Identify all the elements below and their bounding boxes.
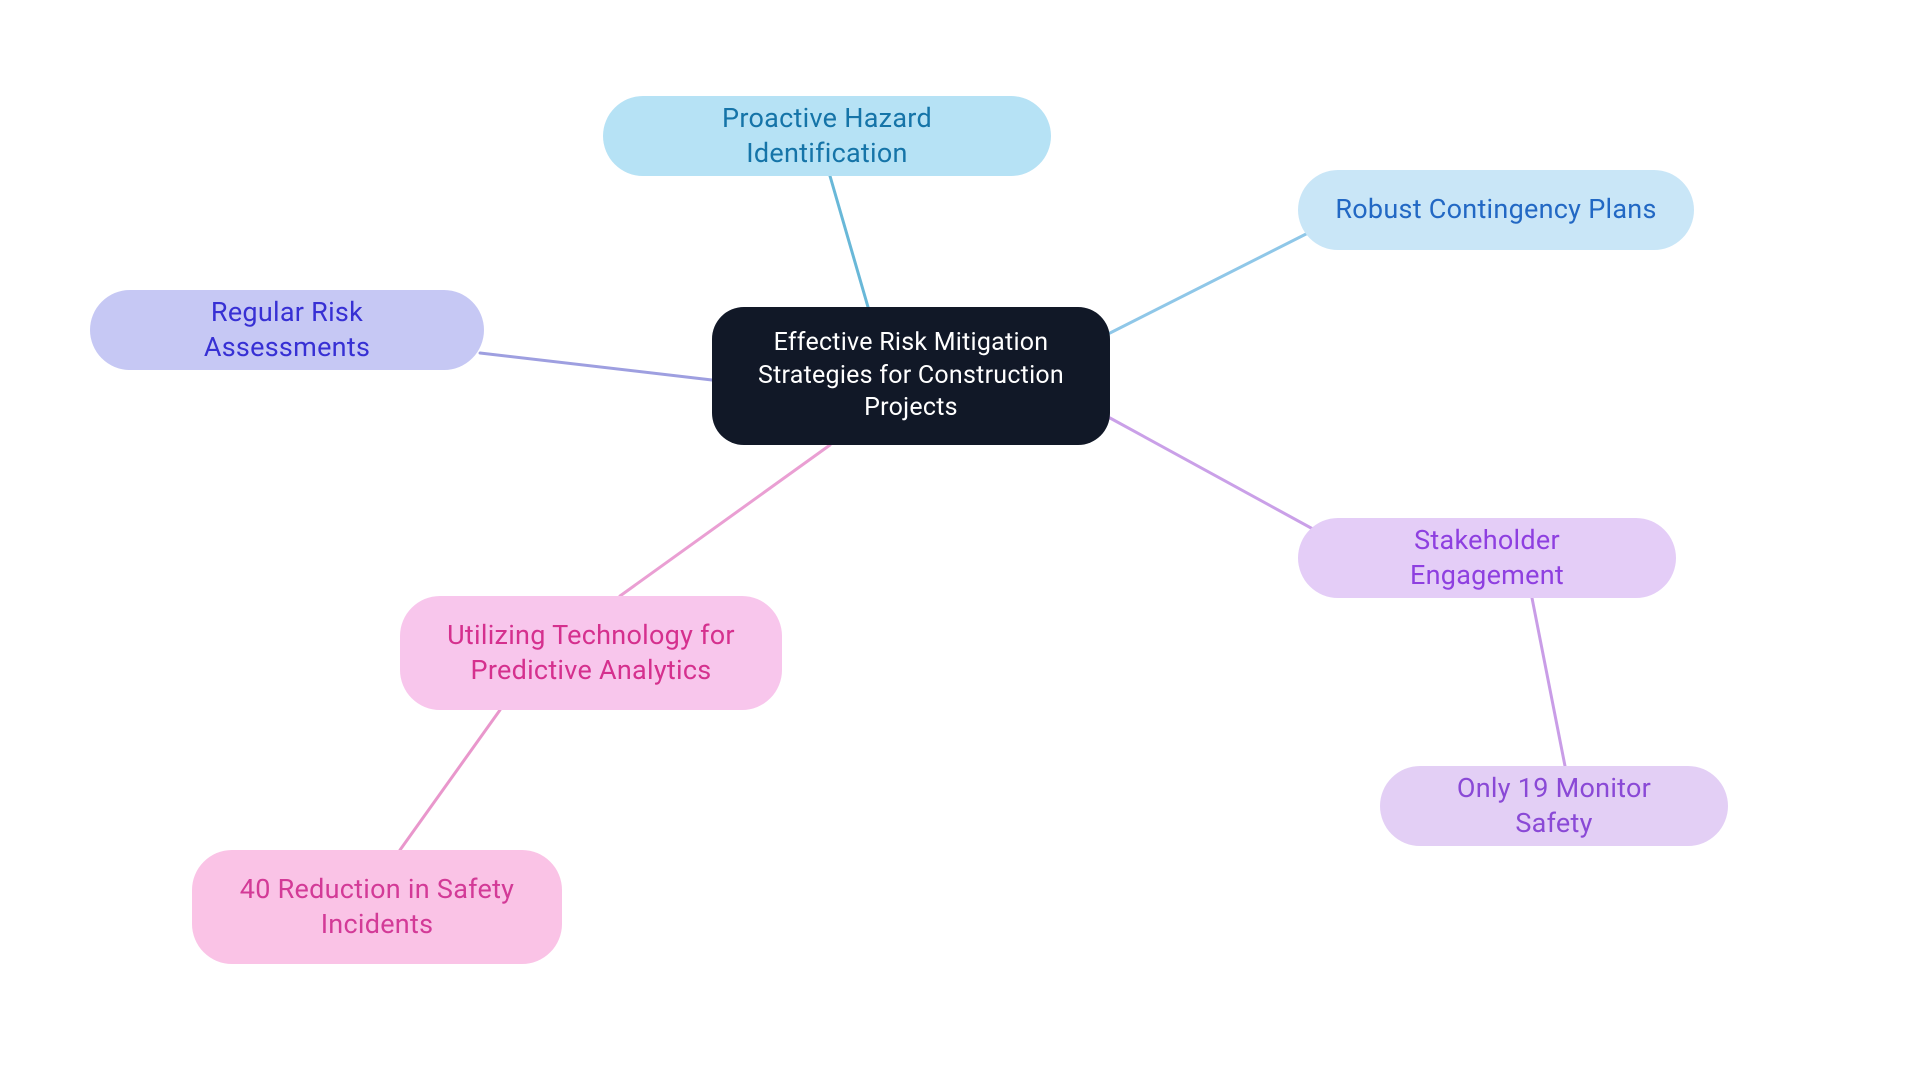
node-center: Effective Risk Mitigation Strategies for…: [712, 307, 1110, 445]
edge-center-contingency: [1110, 232, 1310, 333]
node-label: 40 Reduction in Safety Incidents: [228, 872, 526, 942]
node-hazard: Proactive Hazard Identification: [603, 96, 1051, 176]
node-label: Effective Risk Mitigation Strategies for…: [748, 327, 1074, 425]
edge-center-technology: [620, 445, 830, 596]
node-label: Only 19 Monitor Safety: [1416, 771, 1692, 841]
node-monitor: Only 19 Monitor Safety: [1380, 766, 1728, 846]
edge-technology-reduction: [400, 710, 500, 850]
node-reduction: 40 Reduction in Safety Incidents: [192, 850, 562, 964]
edge-center-stakeholder: [1110, 418, 1333, 540]
node-label: Regular Risk Assessments: [126, 295, 448, 365]
edge-center-hazard: [830, 176, 868, 307]
node-label: Proactive Hazard Identification: [639, 101, 1015, 171]
edge-stakeholder-monitor: [1532, 598, 1565, 766]
node-label: Stakeholder Engagement: [1334, 523, 1640, 593]
edge-center-assessments: [480, 353, 712, 380]
node-assessments: Regular Risk Assessments: [90, 290, 484, 370]
node-label: Robust Contingency Plans: [1335, 192, 1656, 227]
node-stakeholder: Stakeholder Engagement: [1298, 518, 1676, 598]
node-label: Utilizing Technology for Predictive Anal…: [436, 618, 746, 688]
mindmap-canvas: Effective Risk Mitigation Strategies for…: [0, 0, 1920, 1083]
node-contingency: Robust Contingency Plans: [1298, 170, 1694, 250]
node-technology: Utilizing Technology for Predictive Anal…: [400, 596, 782, 710]
